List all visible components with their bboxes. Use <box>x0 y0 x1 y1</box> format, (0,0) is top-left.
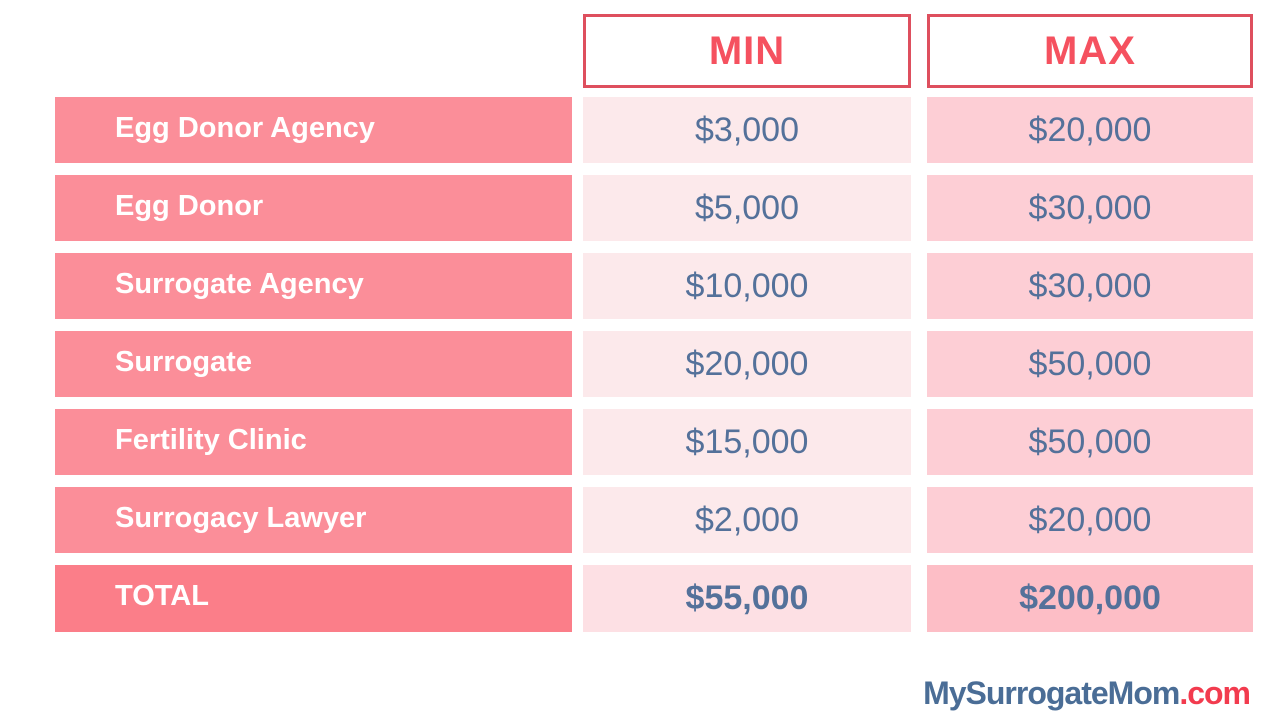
table-row: Egg Donor $5,000 $30,000 <box>55 175 1253 241</box>
max-value: $50,000 <box>927 331 1253 397</box>
brand-tld: .com <box>1179 675 1251 711</box>
max-value: $30,000 <box>927 253 1253 319</box>
column-header-max: MAX <box>927 14 1253 88</box>
max-value: $30,000 <box>927 175 1253 241</box>
max-value: $20,000 <box>927 487 1253 553</box>
table-row: Surrogate $20,000 $50,000 <box>55 331 1253 397</box>
min-value: $15,000 <box>583 409 911 475</box>
max-value: $20,000 <box>927 97 1253 163</box>
row-label: Surrogate Agency <box>55 253 572 319</box>
table-row: Surrogacy Lawyer $2,000 $20,000 <box>55 487 1253 553</box>
table-row: Surrogate Agency $10,000 $30,000 <box>55 253 1253 319</box>
min-value: $2,000 <box>583 487 911 553</box>
table-row: Egg Donor Agency $3,000 $20,000 <box>55 97 1253 163</box>
row-label: Surrogacy Lawyer <box>55 487 572 553</box>
row-label: Egg Donor <box>55 175 572 241</box>
total-min-value: $55,000 <box>583 565 911 632</box>
table-row: Fertility Clinic $15,000 $50,000 <box>55 409 1253 475</box>
min-value: $5,000 <box>583 175 911 241</box>
min-value: $3,000 <box>583 97 911 163</box>
column-header-min: MIN <box>583 14 911 88</box>
total-max-value: $200,000 <box>927 565 1253 632</box>
max-value: $50,000 <box>927 409 1253 475</box>
brand-name: MySurrogateMom <box>923 675 1180 711</box>
row-label: Surrogate <box>55 331 572 397</box>
brand-watermark: MySurrogateMom.com <box>923 675 1251 712</box>
min-value: $20,000 <box>583 331 911 397</box>
min-value: $10,000 <box>583 253 911 319</box>
table-total-row: TOTAL $55,000 $200,000 <box>55 565 1253 632</box>
table-header-row: MIN MAX <box>55 14 1253 88</box>
cost-table: MIN MAX Egg Donor Agency $3,000 $20,000 … <box>55 14 1253 644</box>
row-label: Fertility Clinic <box>55 409 572 475</box>
total-label: TOTAL <box>55 565 572 632</box>
row-label: Egg Donor Agency <box>55 97 572 163</box>
